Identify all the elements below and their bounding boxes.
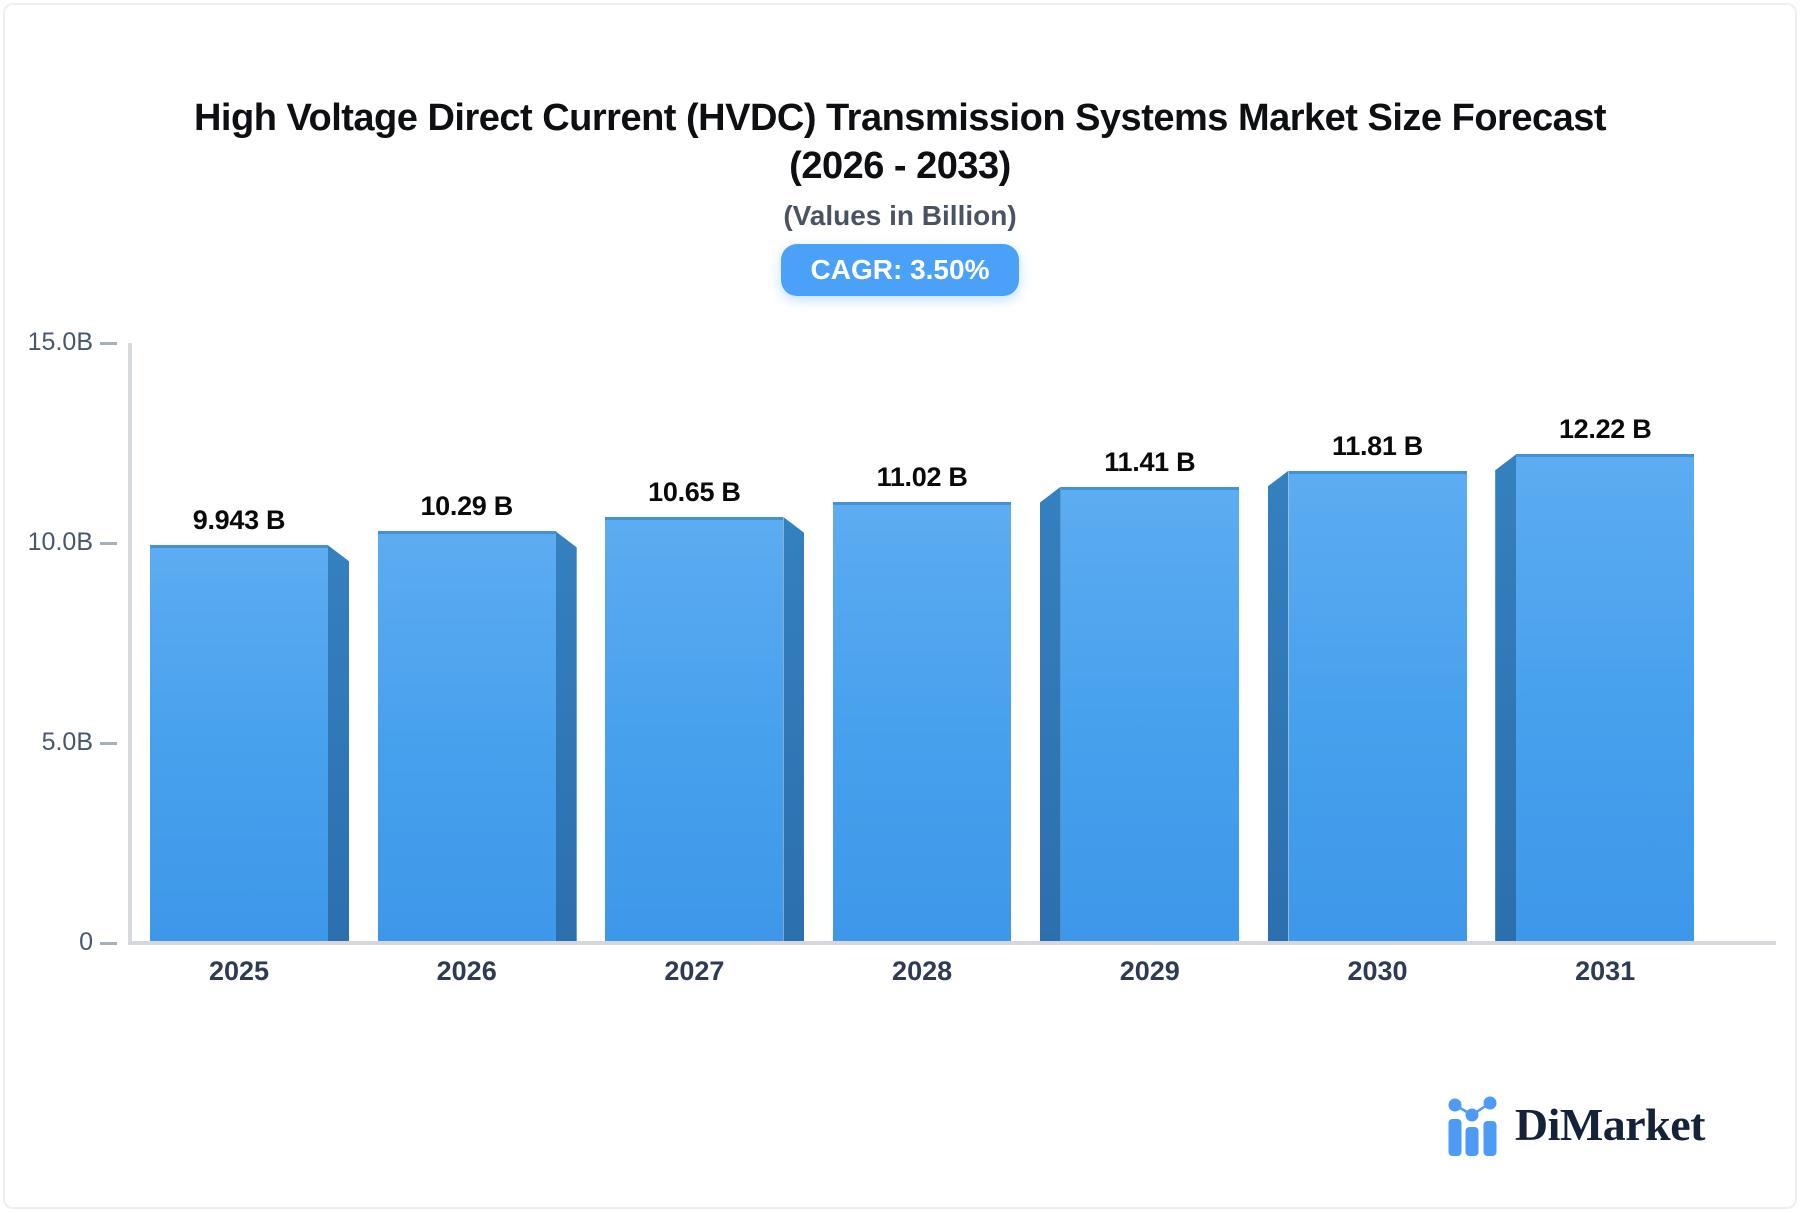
- chart-title-line2: (2026 - 2033): [789, 145, 1011, 187]
- bar-value-label: 11.81 B: [1332, 430, 1423, 461]
- x-axis-label: 2031: [1575, 956, 1636, 986]
- y-axis-label: 10.0B: [27, 528, 93, 556]
- y-axis-tick: [100, 542, 117, 545]
- y-axis-tick: [100, 942, 117, 945]
- y-axis-tick: [100, 742, 117, 745]
- bar-side-face: [1039, 486, 1061, 943]
- chart-subtitle: (Values in Billion): [783, 200, 1017, 231]
- bar: [605, 517, 784, 943]
- bar-value-label: 11.02 B: [876, 462, 968, 493]
- brand-logo-text: DiMarket: [1514, 1098, 1706, 1150]
- bar: [1516, 454, 1695, 943]
- x-axis-label: 2028: [892, 956, 953, 986]
- x-axis-label: 2025: [208, 956, 270, 986]
- bar-side-face: [783, 517, 805, 943]
- y-axis-label: 0: [79, 928, 93, 956]
- bar: [833, 502, 1012, 943]
- x-axis-label: 2029: [1119, 956, 1180, 986]
- x-axis-line: [128, 941, 1776, 945]
- x-axis-label: 2030: [1347, 956, 1408, 986]
- y-axis-line: [128, 343, 132, 943]
- bar: [1060, 486, 1239, 943]
- bar: [1288, 470, 1467, 943]
- bar-value-label: 9.943 B: [192, 505, 286, 536]
- bar-value-label: 11.41 B: [1104, 446, 1196, 477]
- brand-logo: DiMarket: [1447, 1092, 1706, 1156]
- bar: [377, 531, 556, 943]
- bar-chart-dots-icon: [1448, 1096, 1497, 1156]
- bar-side-face: [555, 531, 577, 943]
- chart-title-line1: High Voltage Direct Current (HVDC) Trans…: [193, 97, 1607, 139]
- bar-side-face: [1495, 454, 1517, 943]
- y-axis-label: 15.0B: [27, 328, 93, 356]
- bar: [150, 545, 328, 943]
- y-axis-tick: [100, 342, 117, 345]
- bar-value-label: 12.22 B: [1558, 414, 1652, 445]
- x-axis-label: 2026: [436, 956, 497, 986]
- cagr-badge: CAGR: 3.50%: [780, 244, 1020, 296]
- bar-value-label: 10.65 B: [648, 477, 741, 507]
- bar-side-face: [328, 545, 349, 943]
- chart-header: High Voltage Direct Current (HVDC) Trans…: [0, 94, 1800, 296]
- bar-value-label: 10.29 B: [420, 491, 513, 522]
- bar-side-face: [1267, 470, 1289, 943]
- x-axis-label: 2027: [664, 956, 725, 986]
- y-axis-label: 5.0B: [41, 728, 93, 756]
